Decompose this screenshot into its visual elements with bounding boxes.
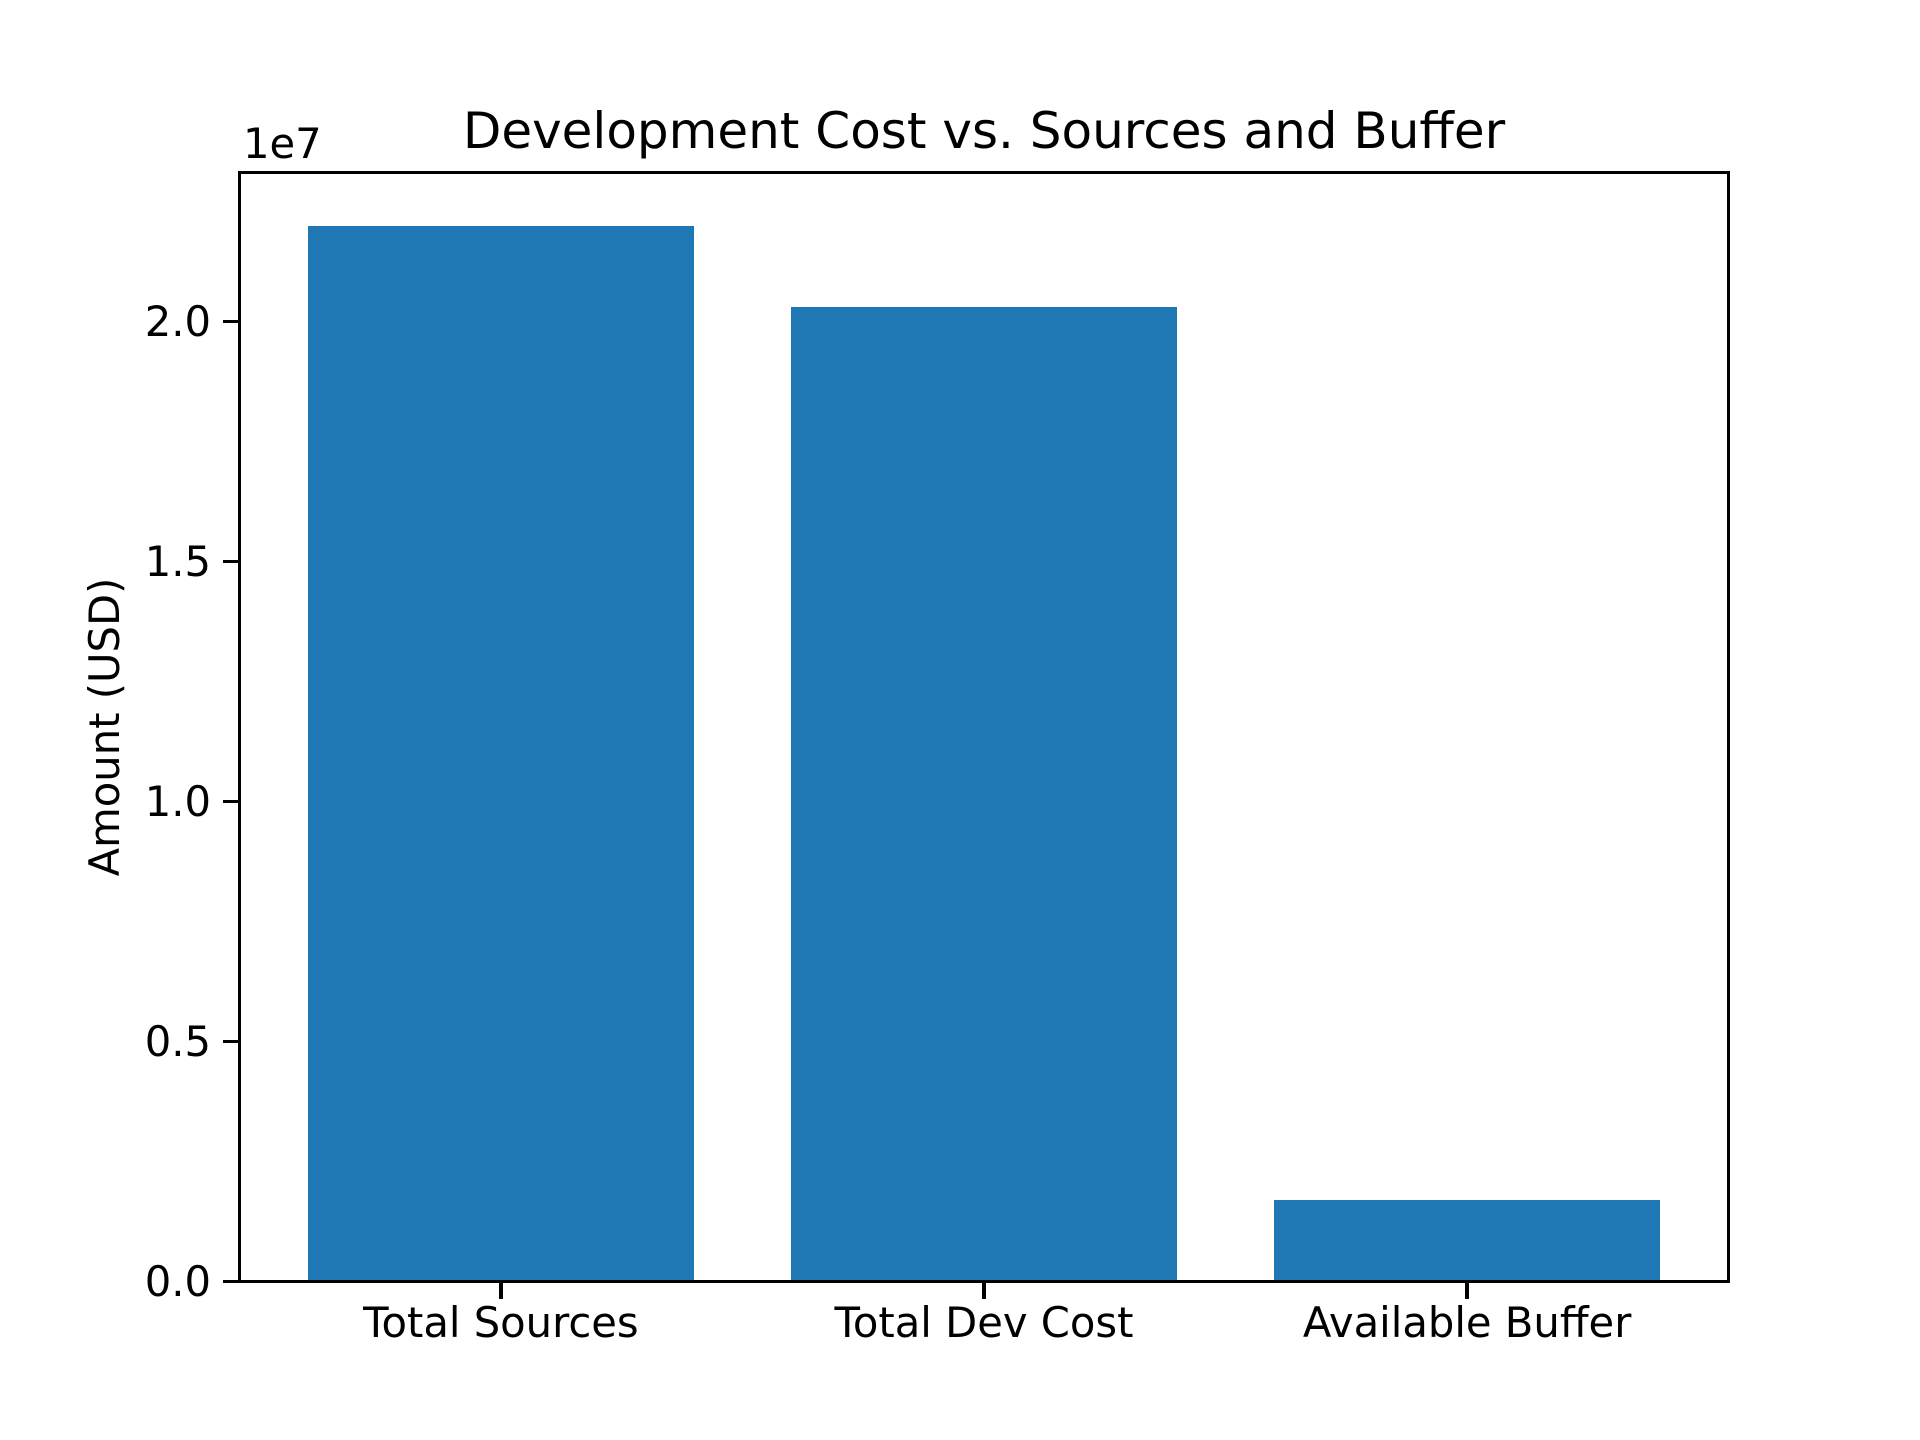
bar-total-sources	[307, 225, 695, 1282]
chart-title: Development Cost vs. Sources and Buffer	[462, 102, 1506, 160]
y-tick-mark	[223, 799, 239, 804]
x-tick-mark	[499, 1283, 503, 1299]
y-tick-label: 1.0	[144, 776, 211, 826]
x-tick-label: Total Sources	[363, 1298, 639, 1347]
y-tick-mark	[223, 1279, 239, 1284]
y-tick-label: 0.5	[144, 1016, 211, 1066]
x-tick-mark	[982, 1283, 986, 1299]
y-tick-mark	[223, 319, 239, 324]
x-tick-mark	[1465, 1283, 1469, 1299]
y-tick-label: 1.5	[144, 536, 211, 586]
bar-total-dev-cost	[790, 307, 1178, 1282]
y-axis-label: Amount (USD)	[80, 577, 129, 877]
x-tick-label: Available Buffer	[1302, 1298, 1632, 1347]
y-tick-mark	[223, 1039, 239, 1044]
bar-available-buffer	[1273, 1200, 1661, 1282]
y-axis-offset-label: 1e7	[243, 119, 322, 168]
y-tick-label: 2.0	[144, 296, 211, 346]
y-tick-label: 0.0	[144, 1256, 211, 1306]
y-tick-mark	[223, 559, 239, 564]
x-tick-label: Total Dev Cost	[834, 1298, 1134, 1347]
